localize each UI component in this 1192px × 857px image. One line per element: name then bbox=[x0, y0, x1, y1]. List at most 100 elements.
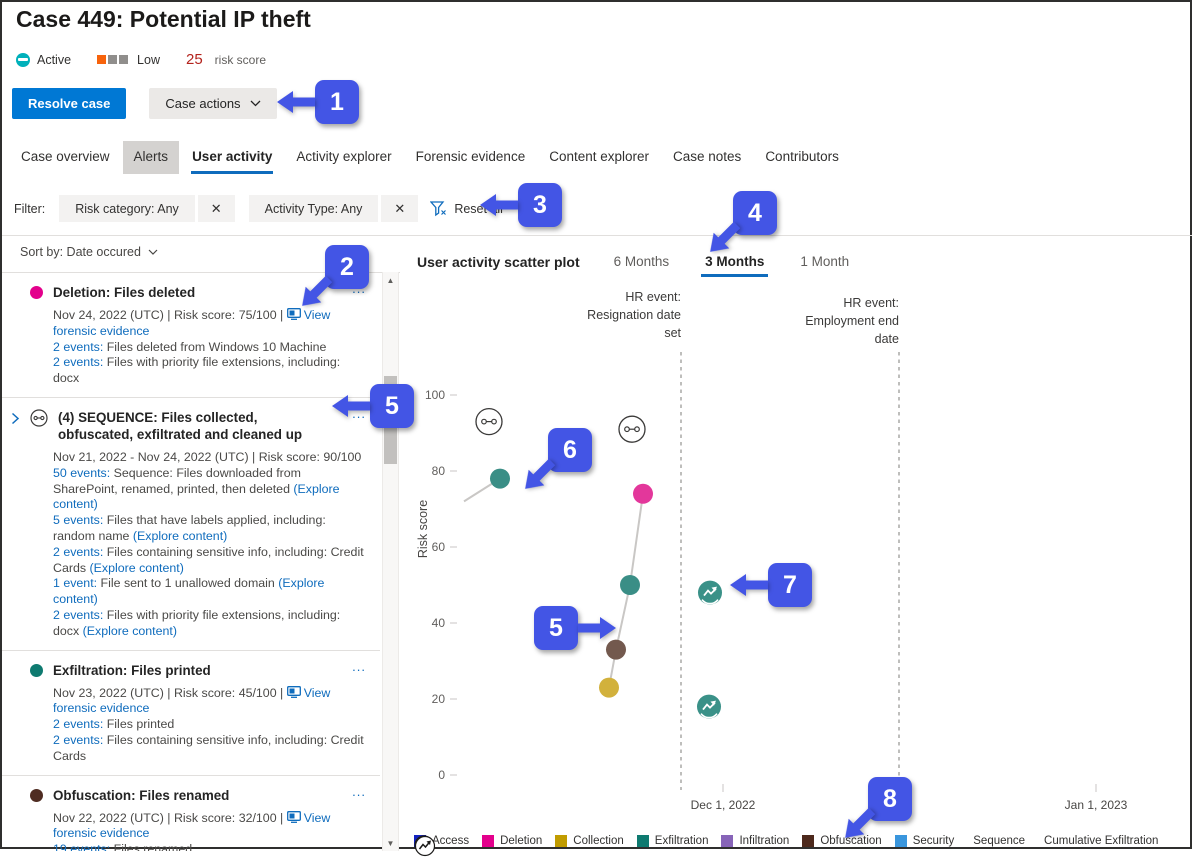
alert-link[interactable]: View forensic evidence bbox=[53, 810, 331, 841]
legend-swatch bbox=[802, 835, 815, 847]
legend-label: Cumulative Exfiltration bbox=[1044, 835, 1159, 847]
scroll-up-arrow[interactable]: ▲ bbox=[386, 275, 395, 285]
alert-link[interactable]: (Explore content) bbox=[82, 623, 177, 638]
expand-chevron-icon[interactable] bbox=[11, 412, 20, 430]
filter-chip-remove-icon[interactable]: ✕ bbox=[381, 195, 419, 222]
scroll-down-arrow[interactable]: ▼ bbox=[386, 838, 395, 848]
callout-8-badge: 8 bbox=[868, 777, 912, 821]
scatter-point-exfiltration-2[interactable] bbox=[620, 575, 640, 595]
alert-link[interactable]: 50 events: bbox=[53, 465, 111, 480]
alert-list-item-exfiltration-files-printed[interactable]: Exfiltration: Files printed... Nov 23, 20… bbox=[2, 651, 380, 776]
callout-6: 6 bbox=[525, 428, 592, 489]
alert-text: Files containing sensitive info, includi… bbox=[53, 544, 364, 575]
alert-link[interactable]: 1 event: bbox=[53, 576, 98, 591]
more-actions-button[interactable]: ... bbox=[352, 658, 366, 674]
alert-list-item-4-sequence-files-collecte[interactable]: (4) SEQUENCE: Files collected, obfuscate… bbox=[2, 398, 380, 651]
alert-link[interactable]: (Explore content) bbox=[132, 528, 228, 543]
scatter-point-collection-1[interactable] bbox=[599, 677, 619, 698]
scatter-point-deletion-1[interactable] bbox=[633, 483, 653, 504]
tab-content-explorer[interactable]: Content explorer bbox=[549, 149, 650, 164]
alert-link[interactable]: View forensic evidence bbox=[53, 308, 331, 338]
filter-chip-activity-type[interactable]: Activity Type: Any ✕ bbox=[248, 195, 419, 222]
legend-label: Infiltration bbox=[739, 835, 790, 847]
alert-title: Obfuscation: Files renamed bbox=[53, 787, 230, 803]
legend-item-obfuscation: Obfuscation bbox=[802, 835, 882, 847]
severity-bars-icon bbox=[97, 53, 130, 67]
legend-item-cumulative-exfiltration: Cumulative Exfiltration bbox=[414, 835, 1159, 857]
alert-text: Nov 23, 2022 (UTC) | Risk score: 45/100 … bbox=[53, 685, 287, 700]
alert-link[interactable]: (Explore content) bbox=[89, 560, 184, 575]
callout-arrow-icon bbox=[480, 194, 518, 216]
alert-title: Deletion: Files deleted bbox=[53, 285, 196, 300]
callout-3: 3 bbox=[480, 183, 562, 227]
page-title: Case 449: Potential IP theft bbox=[16, 6, 311, 32]
legend-swatch bbox=[482, 835, 495, 847]
alert-list-panel: Sort by: Date occured Deletion: Files de… bbox=[2, 235, 400, 851]
scatter-plot-title: User activity scatter plot bbox=[417, 254, 580, 270]
tab-user-activity[interactable]: User activity bbox=[181, 141, 283, 174]
alert-text: Nov 24, 2022 (UTC) | Risk score: 75/100 … bbox=[53, 308, 287, 322]
scatter-sequence-2[interactable] bbox=[618, 415, 646, 443]
scatter-cumulative-exfiltration-2[interactable] bbox=[697, 694, 721, 719]
alert-link[interactable]: 2 events: bbox=[53, 607, 104, 622]
scatter-point-obfuscation-1[interactable] bbox=[606, 639, 626, 660]
callout-5-badge: 5 bbox=[370, 384, 414, 428]
callout-arrow-icon bbox=[710, 221, 741, 252]
alert-link[interactable]: View forensic evidence bbox=[53, 685, 331, 716]
alert-link[interactable]: 5 events: bbox=[53, 513, 104, 528]
case-actions-button[interactable]: Case actions bbox=[149, 88, 277, 119]
alert-list-item-obfuscation-files-renamed[interactable]: Obfuscation: Files renamed... Nov 22, 202… bbox=[2, 776, 380, 851]
alert-link[interactable]: 2 events: bbox=[53, 339, 104, 354]
more-actions-button[interactable]: ... bbox=[352, 783, 366, 799]
scatter-sequence-1[interactable] bbox=[475, 407, 503, 436]
tab-forensic-evidence[interactable]: Forensic evidence bbox=[415, 149, 526, 164]
filter-chip-label: Risk category: Any bbox=[59, 195, 195, 222]
alert-link[interactable]: 19 events: bbox=[53, 842, 111, 851]
alert-link[interactable]: (Explore content) bbox=[53, 576, 325, 607]
filter-chip-remove-icon[interactable]: ✕ bbox=[197, 195, 235, 222]
scatter-point-exfiltration-1[interactable] bbox=[490, 468, 510, 489]
alert-link[interactable]: 2 events: bbox=[53, 355, 104, 370]
resolve-case-button[interactable]: Resolve case bbox=[12, 88, 127, 119]
case-action-buttons: Resolve case Case actions bbox=[12, 88, 277, 119]
filter-bar: Filter: Risk category: Any ✕ Activity Type… bbox=[14, 195, 503, 222]
alert-detail-line: 2 events: Files printed bbox=[53, 717, 366, 733]
forensic-evidence-icon bbox=[286, 308, 301, 320]
callout-arrow-icon bbox=[525, 458, 556, 489]
callout-6-badge: 6 bbox=[548, 428, 592, 472]
list-scrollbar[interactable]: ▲ ▼ bbox=[382, 272, 399, 851]
scatter-cumulative-exfiltration-1[interactable] bbox=[698, 580, 722, 605]
alert-category-dot bbox=[30, 286, 43, 299]
range-tab-6-months[interactable]: 6 Months bbox=[613, 254, 670, 269]
sort-by-dropdown[interactable]: Sort by: Date occured bbox=[20, 245, 158, 259]
tab-alerts[interactable]: Alerts bbox=[122, 141, 180, 174]
tab-case-overview[interactable]: Case overview bbox=[21, 149, 110, 164]
alert-link[interactable]: 2 events: bbox=[53, 544, 104, 559]
legend-label: Security bbox=[912, 835, 955, 847]
alert-list-item-deletion-files-deleted[interactable]: Deletion: Files deleted...Nov 24, 2022 (… bbox=[2, 273, 380, 398]
alert-link[interactable]: (Explore content) bbox=[53, 481, 340, 512]
alert-category-dot bbox=[30, 663, 43, 677]
time-range-tabs: 6 Months 3 Months 1 Month bbox=[612, 252, 852, 277]
active-status-icon bbox=[16, 52, 30, 67]
legend-item-collection: Collection bbox=[555, 835, 624, 847]
alert-list: Deletion: Files deleted... Nov 24, 2022 (… bbox=[2, 273, 380, 851]
tab-case-notes[interactable]: Case notes bbox=[673, 149, 742, 164]
range-tab-3-months[interactable]: 3 Months bbox=[701, 252, 769, 277]
range-tab-1-month[interactable]: 1 Month bbox=[800, 254, 850, 269]
case-status: Active bbox=[16, 52, 71, 67]
tab-activity-explorer[interactable]: Activity explorer bbox=[296, 149, 392, 164]
alert-category-dot bbox=[30, 788, 43, 802]
alert-text: Files renamed bbox=[110, 842, 193, 851]
alert-text: Files with priority file extensions, inc… bbox=[53, 355, 341, 386]
callout-8: 8 bbox=[845, 777, 912, 838]
alert-link[interactable]: 2 events: bbox=[53, 732, 104, 747]
alert-title: (4) SEQUENCE: Files collected, obfuscate… bbox=[58, 409, 303, 442]
alert-link[interactable]: 2 events: bbox=[53, 717, 104, 732]
tab-contributors[interactable]: Contributors bbox=[765, 149, 839, 164]
callout-5: 5 bbox=[534, 606, 616, 650]
alert-text: Files deleted from Windows 10 Machine bbox=[103, 339, 327, 354]
case-risk-score: 25 risk score bbox=[186, 51, 266, 68]
y-tick-label: 60 bbox=[432, 540, 446, 554]
filter-chip-risk-category[interactable]: Risk category: Any ✕ bbox=[59, 195, 235, 222]
